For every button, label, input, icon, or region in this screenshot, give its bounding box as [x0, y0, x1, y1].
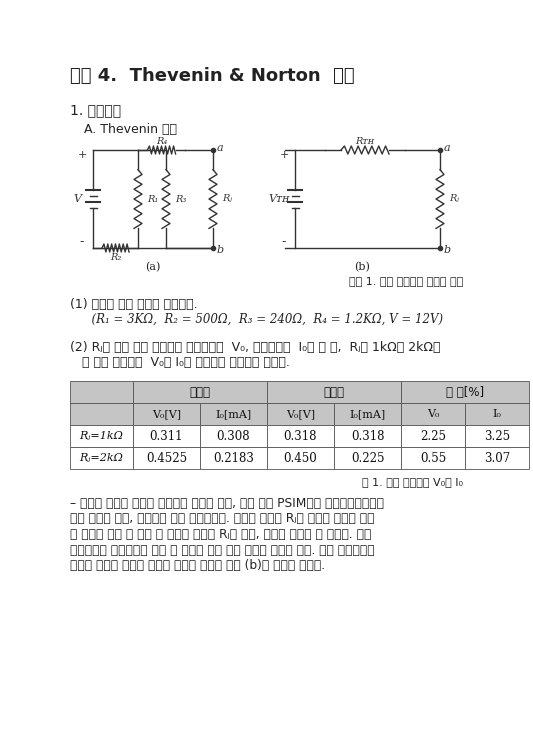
Text: Rⱼ: Rⱼ — [222, 195, 232, 204]
Text: +: + — [77, 150, 87, 160]
Bar — [267, 447, 334, 469]
Text: 그림 1. 단일 전압원의 테브닌 정리: 그림 1. 단일 전압원의 테브닌 정리 — [349, 276, 463, 286]
Bar — [133, 381, 267, 403]
Bar — [401, 447, 465, 469]
Bar — [133, 403, 200, 425]
Text: a: a — [217, 143, 224, 153]
Text: R₃: R₃ — [175, 195, 186, 204]
Text: 이론값: 이론값 — [324, 385, 344, 399]
Bar — [133, 425, 200, 447]
Text: 0.55: 0.55 — [420, 452, 446, 464]
Text: (R₁ = 3KΩ,  R₂ = 500Ω,  R₃ = 240Ω,  R₄ = 1.2KΩ, V = 12V): (R₁ = 3KΩ, R₂ = 500Ω, R₃ = 240Ω, R₄ = 1.… — [84, 313, 443, 326]
Text: +: + — [279, 150, 289, 160]
Text: (b): (b) — [354, 262, 370, 272]
Bar — [401, 425, 465, 447]
Text: 0.225: 0.225 — [351, 452, 384, 464]
Text: 측정값: 측정값 — [190, 385, 211, 399]
Text: 의 값들은 잠시 후 결선 할 테브닌 회로의 Rⱼ의 전압, 전류와 비교해 볼 것이다. 물론: 의 값들은 잠시 후 결선 할 테브닌 회로의 Rⱼ의 전압, 전류와 비교해 … — [70, 528, 372, 541]
Bar — [465, 425, 529, 447]
Text: V₀[V]: V₀[V] — [286, 409, 315, 419]
Bar — [334, 425, 401, 447]
Text: A. Thevenin 정리: A. Thevenin 정리 — [84, 123, 177, 136]
Text: 0.318: 0.318 — [284, 430, 317, 443]
Bar — [133, 447, 200, 469]
Bar — [401, 381, 529, 403]
Text: 표 1. 단일 전압원의 V₀과 I₀: 표 1. 단일 전압원의 V₀과 I₀ — [362, 477, 463, 487]
Text: V₀[V]: V₀[V] — [152, 409, 181, 419]
Bar — [267, 381, 401, 403]
Text: – 주어진 회로를 실제로 결합하여 측정한 전압, 전류 값과 PSIM으로 가상시뮬레이션을: – 주어진 회로를 실제로 결합하여 측정한 전압, 전류 값과 PSIM으로 … — [70, 497, 384, 510]
Text: R₄: R₄ — [156, 137, 167, 146]
Text: 로 가변 시기면서  V₀과 I₀의 측정값과 계산값을 구하라.: 로 가변 시기면서 V₀과 I₀의 측정값과 계산값을 구하라. — [70, 356, 290, 369]
Text: b: b — [217, 245, 224, 255]
Text: 0.2183: 0.2183 — [213, 452, 254, 464]
Text: 실험 4.  Thevenin & Norton  정리: 실험 4. Thevenin & Norton 정리 — [70, 67, 354, 85]
Text: 3.25: 3.25 — [484, 430, 510, 443]
Text: 하여 얻어낸 전압, 전류값이 거의 일치하였다. 이번에 측정한 Rⱼ에 걸리는 전압과 전류: 하여 얻어낸 전압, 전류값이 거의 일치하였다. 이번에 측정한 Rⱼ에 걸리… — [70, 513, 375, 526]
Text: 0.450: 0.450 — [284, 452, 317, 464]
Bar — [334, 447, 401, 469]
Text: 0.318: 0.318 — [351, 430, 384, 443]
Text: V₀: V₀ — [427, 409, 439, 419]
Text: 3.07: 3.07 — [484, 452, 510, 464]
Text: 오 차[%]: 오 차[%] — [446, 385, 484, 399]
Bar — [334, 403, 401, 425]
Text: 1. 실험진행: 1. 실험진행 — [70, 103, 121, 117]
Text: R₂: R₂ — [110, 253, 121, 262]
Text: 2.25: 2.25 — [420, 430, 446, 443]
Text: R₁: R₁ — [147, 195, 158, 204]
Bar — [267, 403, 334, 425]
Text: 테브닌 전압과 테브닌 지항을 구해서 테브닌 회로 (b)를 결선해 보겠다.: 테브닌 전압과 테브닌 지항을 구해서 테브닌 회로 (b)를 결선해 보겠다. — [70, 559, 325, 572]
Text: I₀: I₀ — [492, 409, 502, 419]
Text: Rᴛʜ: Rᴛʜ — [356, 137, 375, 146]
Text: Rⱼ=1kΩ: Rⱼ=1kΩ — [79, 431, 124, 441]
Text: Rⱼ=2kΩ: Rⱼ=2kΩ — [79, 453, 124, 463]
Text: 0.308: 0.308 — [217, 430, 251, 443]
Bar — [465, 403, 529, 425]
Text: Rⱼ: Rⱼ — [449, 195, 459, 204]
Text: -: - — [80, 235, 84, 248]
Text: 이론적이나 실험적으로 모두 이 값들은 서로 같은 값들을 가져야 한다. 이게 이론적으로: 이론적이나 실험적으로 모두 이 값들은 서로 같은 값들을 가져야 한다. 이… — [70, 544, 375, 556]
Text: -: - — [282, 235, 286, 248]
Text: (a): (a) — [146, 262, 160, 272]
Bar — [70, 447, 133, 469]
Text: I₀[mA]: I₀[mA] — [349, 409, 385, 419]
Bar — [267, 425, 334, 447]
Text: I₀[mA]: I₀[mA] — [215, 409, 252, 419]
Bar — [465, 447, 529, 469]
Bar — [401, 403, 465, 425]
Text: b: b — [444, 245, 451, 255]
Bar — [70, 425, 133, 447]
Text: (2) Rⱼ의 양쪽 끝에 나타나는 출력전압을  V₀, 출력전류를  I₀라 할 때,  Rⱼ을 1kΩ과 2kΩ으: (2) Rⱼ의 양쪽 끝에 나타나는 출력전압을 V₀, 출력전류를 I₀라 할… — [70, 341, 440, 354]
Text: 0.311: 0.311 — [150, 430, 183, 443]
Text: 0.4525: 0.4525 — [146, 452, 187, 464]
Bar — [200, 403, 267, 425]
Text: V: V — [73, 194, 81, 204]
Bar — [70, 381, 133, 403]
Text: Vᴛʜ: Vᴛʜ — [268, 194, 290, 204]
Text: a: a — [444, 143, 450, 153]
Bar — [70, 403, 133, 425]
Bar — [200, 425, 267, 447]
Text: (1) 그림의 ⓐ의 회로를 결선한다.: (1) 그림의 ⓐ의 회로를 결선한다. — [70, 298, 198, 311]
Bar — [200, 447, 267, 469]
